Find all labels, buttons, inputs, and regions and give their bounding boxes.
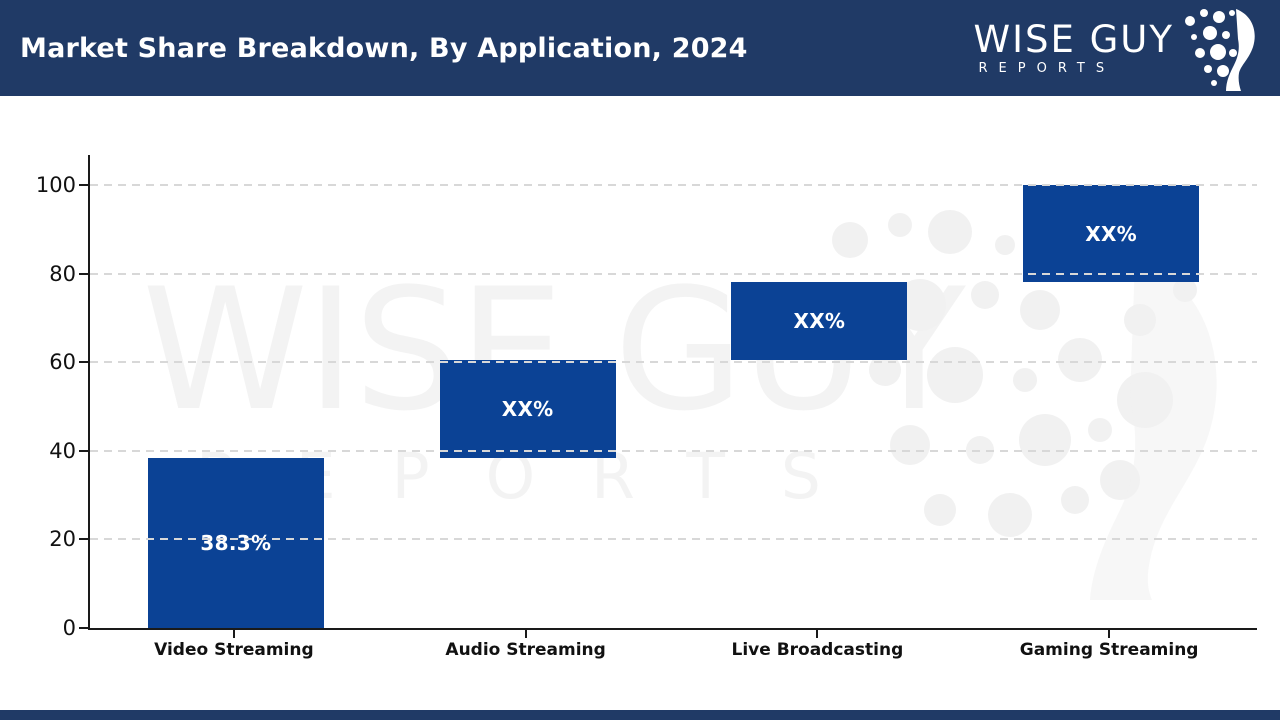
gridline-100 [90, 184, 1257, 186]
wiseguy-logo: WISE GUY REPORTS [974, 5, 1256, 91]
x-category-label-gaming-streaming: Gaming Streaming [1019, 640, 1199, 660]
logo-head-dots-icon [1185, 9, 1255, 91]
logo-line2: REPORTS [978, 60, 1116, 76]
bar-video-streaming: 38.3% [147, 458, 324, 628]
bar-value-label: XX% [793, 309, 846, 334]
gridline-40 [90, 449, 1257, 452]
plot-area: 38.3% XX% XX% XX% [88, 155, 1257, 630]
y-tick-mark-100 [79, 184, 88, 186]
page-title: Market Share Breakdown, By Application, … [20, 32, 748, 64]
y-tick-label-0: 0 [62, 616, 76, 640]
y-tick-label-20: 20 [49, 527, 76, 552]
x-tick-mark-gaming-streaming [1108, 630, 1111, 638]
y-tick-mark-60 [79, 361, 88, 364]
logo-line1: WISE GUY [973, 17, 1174, 61]
y-tick-mark-80 [79, 272, 88, 275]
y-tick-label-40: 40 [49, 438, 76, 463]
x-category-label-audio-streaming: Audio Streaming [445, 640, 606, 660]
gridline-60 [90, 361, 1257, 364]
bar-gaming-streaming: XX% [1023, 185, 1200, 283]
y-tick-label-60: 60 [49, 350, 76, 375]
x-tick-mark-audio-streaming [524, 630, 527, 638]
y-tick-label-100: 100 [35, 173, 76, 197]
gridline-80 [90, 272, 1257, 275]
gridline-20 [90, 538, 1257, 541]
bar-value-label: XX% [1085, 221, 1138, 246]
x-category-label-video-streaming: Video Streaming [154, 640, 314, 660]
y-tick-label-80: 80 [49, 261, 76, 286]
x-tick-mark-video-streaming [232, 630, 235, 638]
y-tick-mark-40 [79, 449, 88, 452]
bar-audio-streaming: XX% [439, 360, 616, 459]
x-category-label-live-broadcasting: Live Broadcasting [731, 640, 904, 660]
y-tick-mark-20 [79, 538, 88, 541]
logo-wordmark: WISE GUY REPORTS [974, 21, 1174, 76]
bar-value-label: 38.3% [200, 531, 272, 556]
header: Market Share Breakdown, By Application, … [0, 0, 1280, 96]
bar-value-label: XX% [501, 397, 554, 422]
footer-bar [0, 710, 1280, 720]
bar-live-broadcasting: XX% [731, 282, 908, 361]
x-tick-mark-live-broadcasting [816, 630, 819, 638]
y-tick-mark-0 [79, 627, 88, 629]
